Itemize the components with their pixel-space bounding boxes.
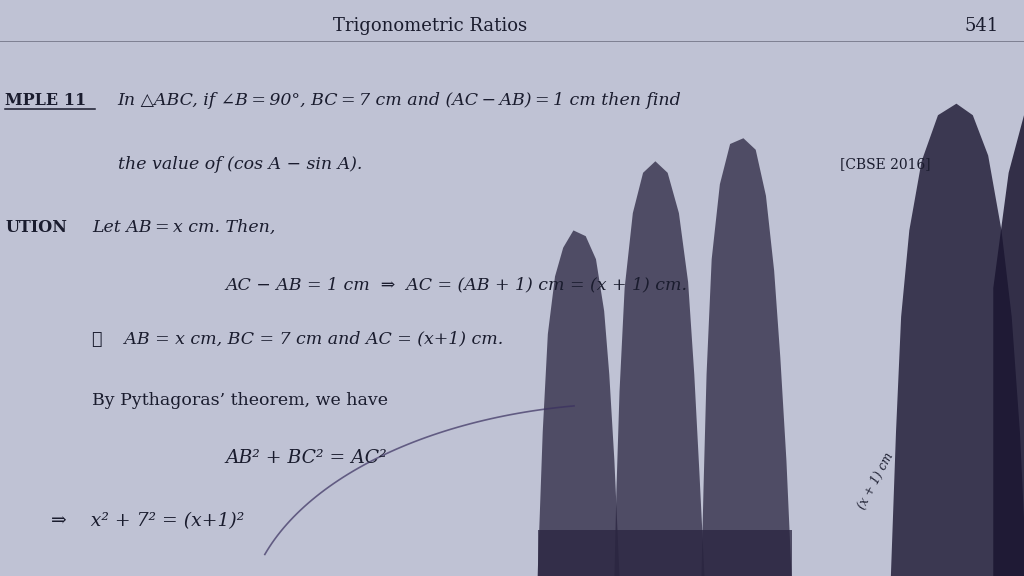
Text: ∴    AB = x cm, BC = 7 cm and AC = (x+1) cm.: ∴ AB = x cm, BC = 7 cm and AC = (x+1) cm… [92,331,504,348]
Text: AB² + BC² = AC²: AB² + BC² = AC² [225,449,387,467]
Polygon shape [891,104,1024,576]
Text: By Pythagoras’ theorem, we have: By Pythagoras’ theorem, we have [92,392,388,409]
Polygon shape [993,115,1024,576]
Text: ⇒    x² + 7² = (x+1)²: ⇒ x² + 7² = (x+1)² [51,512,245,530]
Polygon shape [538,530,792,576]
Polygon shape [614,161,705,576]
Text: UTION: UTION [5,219,67,236]
Text: (x + 1) cm: (x + 1) cm [855,450,896,511]
Text: MPLE 11: MPLE 11 [5,92,86,109]
Text: AC − AB = 1 cm  ⇒  AC = (AB + 1) cm = (x + 1) cm.: AC − AB = 1 cm ⇒ AC = (AB + 1) cm = (x +… [225,276,687,294]
Text: [CBSE 2016]: [CBSE 2016] [840,157,931,171]
Text: Let AB = x cm. Then,: Let AB = x cm. Then, [92,219,275,236]
Polygon shape [538,230,620,576]
Text: the value of (cos A − sin A).: the value of (cos A − sin A). [118,156,362,173]
Text: In △ABC, if ∠B = 90°, BC = 7 cm and (AC − AB) = 1 cm then find: In △ABC, if ∠B = 90°, BC = 7 cm and (AC … [118,92,682,109]
Text: 541: 541 [965,17,998,35]
Polygon shape [701,138,792,576]
Text: Trigonometric Ratios: Trigonometric Ratios [333,17,527,35]
